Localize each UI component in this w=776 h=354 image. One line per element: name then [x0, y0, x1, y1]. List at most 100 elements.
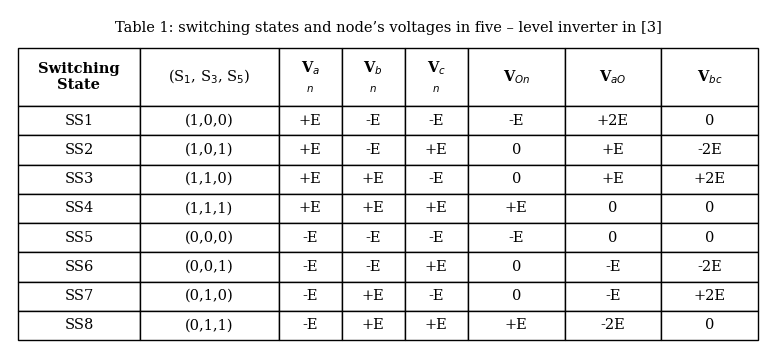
Text: 0: 0 [511, 260, 521, 274]
Text: SS4: SS4 [64, 201, 94, 215]
Text: -E: -E [303, 230, 318, 245]
Bar [140, 223, 279, 252]
Bar [565, 135, 661, 165]
Bar [405, 165, 468, 194]
Text: (1,0,0): (1,0,0) [185, 114, 234, 128]
Bar [661, 48, 758, 106]
Text: +E: +E [299, 201, 321, 215]
Text: -E: -E [428, 172, 444, 186]
Text: -2E: -2E [601, 318, 625, 332]
Text: SS2: SS2 [64, 143, 94, 157]
Bar [140, 106, 279, 135]
Bar [140, 281, 279, 311]
Text: (0,0,1): (0,0,1) [185, 260, 234, 274]
Text: +2E: +2E [694, 172, 726, 186]
Bar [18, 194, 140, 223]
Text: -E: -E [605, 260, 621, 274]
Bar [468, 165, 565, 194]
Text: +E: +E [362, 318, 385, 332]
Bar [341, 223, 405, 252]
Text: SS6: SS6 [64, 260, 94, 274]
Bar [18, 48, 140, 106]
Text: 0: 0 [608, 230, 618, 245]
Text: (S$_1$, S$_3$, S$_5$): (S$_1$, S$_3$, S$_5$) [168, 68, 251, 86]
Text: -2E: -2E [698, 143, 722, 157]
Bar [661, 165, 758, 194]
Bar [279, 135, 341, 165]
Bar [279, 281, 341, 311]
Text: -E: -E [365, 114, 381, 128]
Text: (0,1,0): (0,1,0) [185, 289, 234, 303]
Bar [279, 106, 341, 135]
Text: 0: 0 [511, 289, 521, 303]
Text: 0: 0 [705, 201, 715, 215]
Text: 0: 0 [511, 143, 521, 157]
Bar [341, 252, 405, 281]
Text: -E: -E [303, 260, 318, 274]
Bar [405, 281, 468, 311]
Text: +E: +E [425, 201, 448, 215]
Bar [661, 194, 758, 223]
Bar [279, 48, 341, 106]
Text: -2E: -2E [698, 260, 722, 274]
Text: -E: -E [365, 143, 381, 157]
Bar [405, 252, 468, 281]
Text: SS8: SS8 [64, 318, 94, 332]
Text: +E: +E [601, 172, 625, 186]
Bar [140, 48, 279, 106]
Bar [468, 135, 565, 165]
Bar [565, 194, 661, 223]
Text: V$_{bc}$: V$_{bc}$ [697, 68, 722, 86]
Bar [18, 223, 140, 252]
Bar [661, 135, 758, 165]
Text: SS1: SS1 [64, 114, 94, 128]
Text: +E: +E [425, 143, 448, 157]
Text: +E: +E [362, 289, 385, 303]
Text: +E: +E [299, 143, 321, 157]
Bar [140, 194, 279, 223]
Bar [140, 165, 279, 194]
Bar [661, 223, 758, 252]
Text: 0: 0 [511, 172, 521, 186]
Bar [565, 223, 661, 252]
Bar [661, 252, 758, 281]
Bar [565, 48, 661, 106]
Text: (0,1,1): (0,1,1) [185, 318, 234, 332]
Bar [405, 48, 468, 106]
Bar [279, 223, 341, 252]
Bar [18, 165, 140, 194]
Bar [565, 281, 661, 311]
Bar [279, 194, 341, 223]
Text: +E: +E [299, 114, 321, 128]
Text: V$_b$
$_n$: V$_b$ $_n$ [363, 59, 383, 95]
Text: SS3: SS3 [64, 172, 94, 186]
Bar [341, 48, 405, 106]
Bar [140, 135, 279, 165]
Bar [18, 135, 140, 165]
Text: -E: -E [365, 230, 381, 245]
Text: 0: 0 [705, 230, 715, 245]
Text: (0,0,0): (0,0,0) [185, 230, 234, 245]
Bar [661, 311, 758, 340]
Text: V$_c$
$_n$: V$_c$ $_n$ [427, 59, 446, 95]
Text: -E: -E [508, 114, 524, 128]
Text: +E: +E [505, 318, 528, 332]
Bar [565, 252, 661, 281]
Text: -E: -E [365, 260, 381, 274]
Text: -E: -E [605, 289, 621, 303]
Bar [18, 252, 140, 281]
Text: (1,0,1): (1,0,1) [185, 143, 234, 157]
Bar [140, 311, 279, 340]
Text: +E: +E [362, 201, 385, 215]
Text: +E: +E [601, 143, 625, 157]
Bar [468, 48, 565, 106]
Text: V$_{aO}$: V$_{aO}$ [599, 68, 627, 86]
Text: (1,1,1): (1,1,1) [185, 201, 234, 215]
Bar [565, 165, 661, 194]
Bar [468, 252, 565, 281]
Bar [18, 106, 140, 135]
Text: -E: -E [508, 230, 524, 245]
Text: 0: 0 [705, 114, 715, 128]
Text: -E: -E [303, 289, 318, 303]
Text: +E: +E [425, 260, 448, 274]
